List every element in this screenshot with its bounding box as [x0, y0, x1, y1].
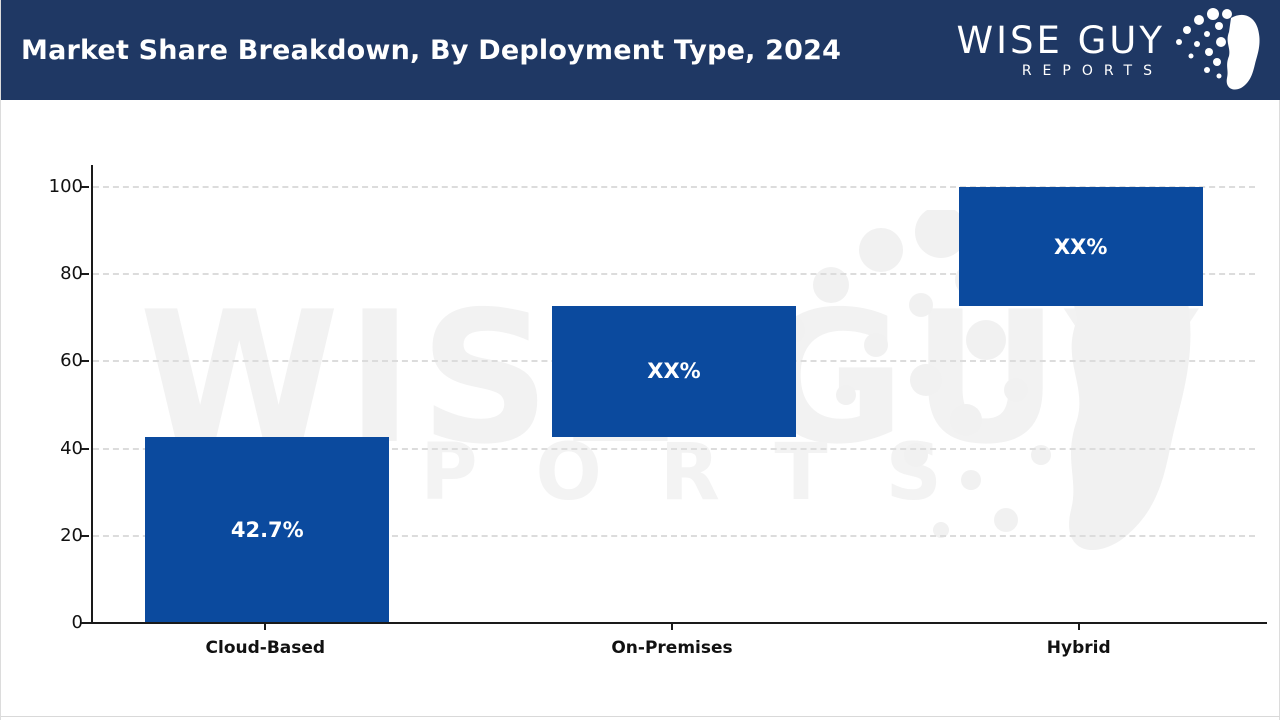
bar-hybrid: XX% [958, 187, 1203, 307]
y-tick-mark [81, 447, 89, 450]
y-tick-mark [81, 622, 89, 624]
plot-area: 42.7% XX% XX% [91, 165, 1255, 623]
bar-value-label: XX% [647, 359, 701, 384]
y-tick-mark [81, 360, 89, 363]
y-tick-label: 20 [60, 524, 83, 546]
wise-guy-logo: WISE GUY REPORTS [957, 8, 1263, 92]
y-tick-mark [81, 273, 89, 276]
x-tick-mark [671, 624, 673, 630]
y-tick-label: 80 [60, 263, 83, 285]
page-title: Market Share Breakdown, By Deployment Ty… [21, 34, 842, 66]
bar-cloud-based: 42.7% [145, 436, 390, 623]
bar-value-label: 42.7% [230, 517, 304, 542]
x-tick-mark [1077, 624, 1080, 630]
x-category-label-hybrid: Hybrid [1046, 638, 1111, 658]
x-tick-mark [264, 624, 267, 630]
y-tick-mark [81, 534, 89, 537]
watermark-head-icon [777, 210, 1191, 550]
x-category-label-cloud-based: Cloud-Based [205, 638, 326, 658]
gridline-100 [93, 186, 1255, 188]
bar-on-premises: XX% [552, 306, 796, 437]
gridline-40 [93, 447, 1255, 450]
y-tick-label: 100 [48, 176, 83, 197]
gridline-80 [93, 273, 1255, 276]
logo-wordmark-line2: REPORTS [1021, 63, 1163, 79]
y-tick-mark [81, 186, 89, 188]
x-axis-line [89, 622, 1267, 624]
y-tick-label: 0 [71, 612, 83, 633]
footer-divider [1, 716, 1280, 717]
y-tick-label: 60 [60, 350, 83, 372]
header: Market Share Breakdown, By Deployment Ty… [1, 0, 1280, 100]
logo-wordmark-line1: WISE GUY [956, 19, 1165, 62]
logo-wordmark: WISE GUY REPORTS [956, 19, 1165, 80]
bar-value-label: XX% [1053, 234, 1108, 259]
y-tick-label: 40 [60, 437, 83, 459]
gridline-20 [93, 534, 1255, 537]
x-category-label-on-premises: On-Premises [611, 638, 733, 658]
logo-head-icon [1176, 8, 1260, 90]
